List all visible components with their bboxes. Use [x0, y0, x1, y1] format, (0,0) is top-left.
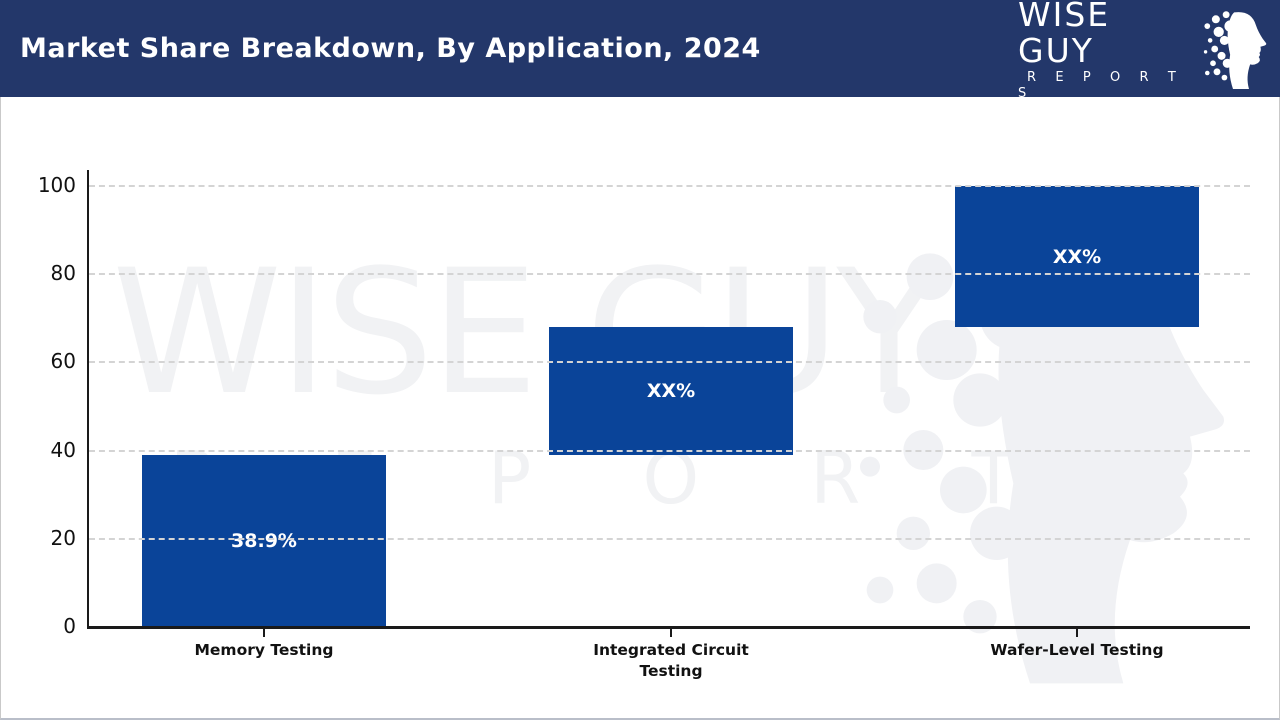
gridline-y-20: [89, 537, 1250, 540]
brand-logo-text: WISE GUY R E P O R T S: [1018, 0, 1196, 102]
y-tick-label: 100: [37, 173, 76, 197]
bar-segment: XX%: [955, 186, 1199, 328]
y-tick-label: 80: [50, 261, 76, 286]
gridline-y-80: [89, 273, 1250, 276]
y-tick-label: 40: [50, 437, 76, 462]
x-axis-line: [87, 626, 1250, 629]
category-label: Integrated Circuit Testing: [593, 641, 749, 680]
gridline-y-40: [89, 449, 1250, 452]
bar-value-label: XX%: [1052, 245, 1102, 268]
category-label: Memory Testing: [194, 641, 334, 659]
gridline-y-60: [89, 361, 1250, 364]
header-bar: Market Share Breakdown, By Application, …: [0, 0, 1280, 101]
y-tick-label: 60: [50, 349, 76, 374]
gridline-y-100: [89, 185, 1250, 187]
x-tick-mark: [1076, 628, 1078, 637]
category-label: Wafer-Level Testing: [990, 641, 1164, 659]
y-tick-label: 20: [50, 525, 76, 550]
y-axis-line: [87, 170, 89, 628]
chart-title: Market Share Breakdown, By Application, …: [20, 33, 761, 64]
x-tick-mark: [263, 628, 265, 637]
brand-logo-name: WISE GUY: [1018, 0, 1111, 70]
brand-logo-dotface-icon: [1203, 11, 1267, 89]
brand-logo-subtitle: R E P O R T S: [1018, 69, 1196, 101]
brand-logo: WISE GUY R E P O R T S: [1018, 0, 1268, 101]
x-tick-mark: [670, 628, 672, 637]
y-tick-label: 0: [63, 614, 76, 638]
bar-segment: XX%: [549, 327, 793, 456]
bar-value-label: 38.9%: [231, 530, 297, 553]
bar-value-label: XX%: [646, 380, 696, 403]
bar-segment: 38.9%: [142, 455, 386, 627]
